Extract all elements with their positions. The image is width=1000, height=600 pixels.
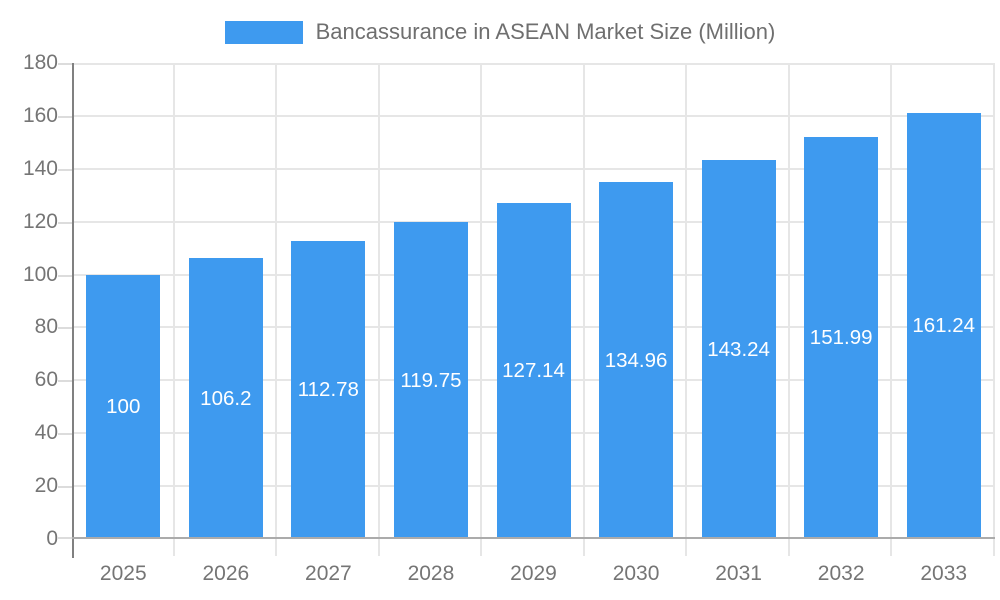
y-tick-label: 80 [34,315,58,339]
y-axis-line [72,63,74,558]
x-tick-label: 2027 [305,562,352,585]
bar-value-label: 134.96 [604,348,668,372]
bar-value-label: 100 [106,394,141,418]
x-tick-label: 2030 [612,562,660,585]
vertical-gridline [275,63,278,556]
bar: 143.24 [701,160,776,539]
x-tick-label: 2033 [920,562,968,585]
bar-value-label: 119.75 [400,368,462,392]
vertical-gridline [787,63,790,556]
y-axis-tick [58,274,72,277]
y-tick-label: 120 [22,209,58,233]
x-tick-label: 2028 [407,562,455,585]
vertical-gridline [685,63,688,556]
y-tick-label: 20 [34,474,58,498]
bar: 161.24 [906,112,981,539]
plot-area: 100 106.2 112.78 119.75 127.14 134.96 143.24 15… [58,63,995,558]
vertical-gridline [582,63,585,556]
bar-value-label: 127.14 [502,358,565,382]
x-tick-label: 2026 [202,562,250,585]
y-axis-tick [58,380,72,383]
bar-value-label: 143.24 [707,337,770,361]
y-axis-tick [58,221,72,224]
x-tick-label: 2025 [99,562,147,585]
y-tick-label: 100 [22,262,58,286]
y-axis-tick [58,115,72,118]
bar: 151.99 [804,137,879,539]
bar: 100 [86,274,161,539]
y-axis-tick [58,168,72,171]
bar: 112.78 [291,240,366,539]
x-tick-label: 2029 [510,562,557,585]
x-tick-label: 2031 [715,562,762,585]
legend-swatch [224,20,303,44]
y-tick-label: 140 [22,156,58,180]
y-axis-labels: 0 20 40 60 80 100 120 140 160 180 [0,51,58,550]
vertical-gridline [377,63,380,556]
horizontal-gridline [72,114,995,117]
bar: 134.96 [599,182,674,539]
y-tick-label: 0 [46,527,58,550]
x-axis-labels: 2025 2026 2027 2028 2029 2030 2031 2032 2033 [72,561,995,591]
y-tick-label: 180 [22,51,58,74]
bar-value-label: 106.2 [200,386,252,410]
x-axis-line [72,537,995,539]
bar: 127.14 [496,202,571,539]
bar-value-label: 112.78 [297,377,359,401]
bar-value-label: 151.99 [809,326,873,350]
legend-item[interactable]: Bancassurance in ASEAN Market Size (Mill… [0,19,1000,45]
legend-label: Bancassurance in ASEAN Market Size (Mill… [315,19,776,44]
y-tick-label: 160 [22,103,58,127]
horizontal-gridline [72,167,995,170]
vertical-gridline [993,63,995,556]
y-axis-tick [58,63,72,65]
y-tick-label: 60 [34,368,58,392]
y-tick-label: 40 [34,421,58,445]
y-axis-tick [58,433,72,436]
y-axis-tick [58,327,72,330]
horizontal-gridline [72,63,995,65]
bar-value-label: 161.24 [912,313,976,337]
vertical-gridline [480,63,483,556]
vertical-gridline [172,63,175,556]
bar: 119.75 [393,222,468,539]
y-axis-tick [58,537,72,539]
bar: 106.2 [188,258,263,539]
x-tick-label: 2032 [817,562,865,585]
vertical-gridline [890,63,893,556]
y-axis-tick [58,486,72,489]
